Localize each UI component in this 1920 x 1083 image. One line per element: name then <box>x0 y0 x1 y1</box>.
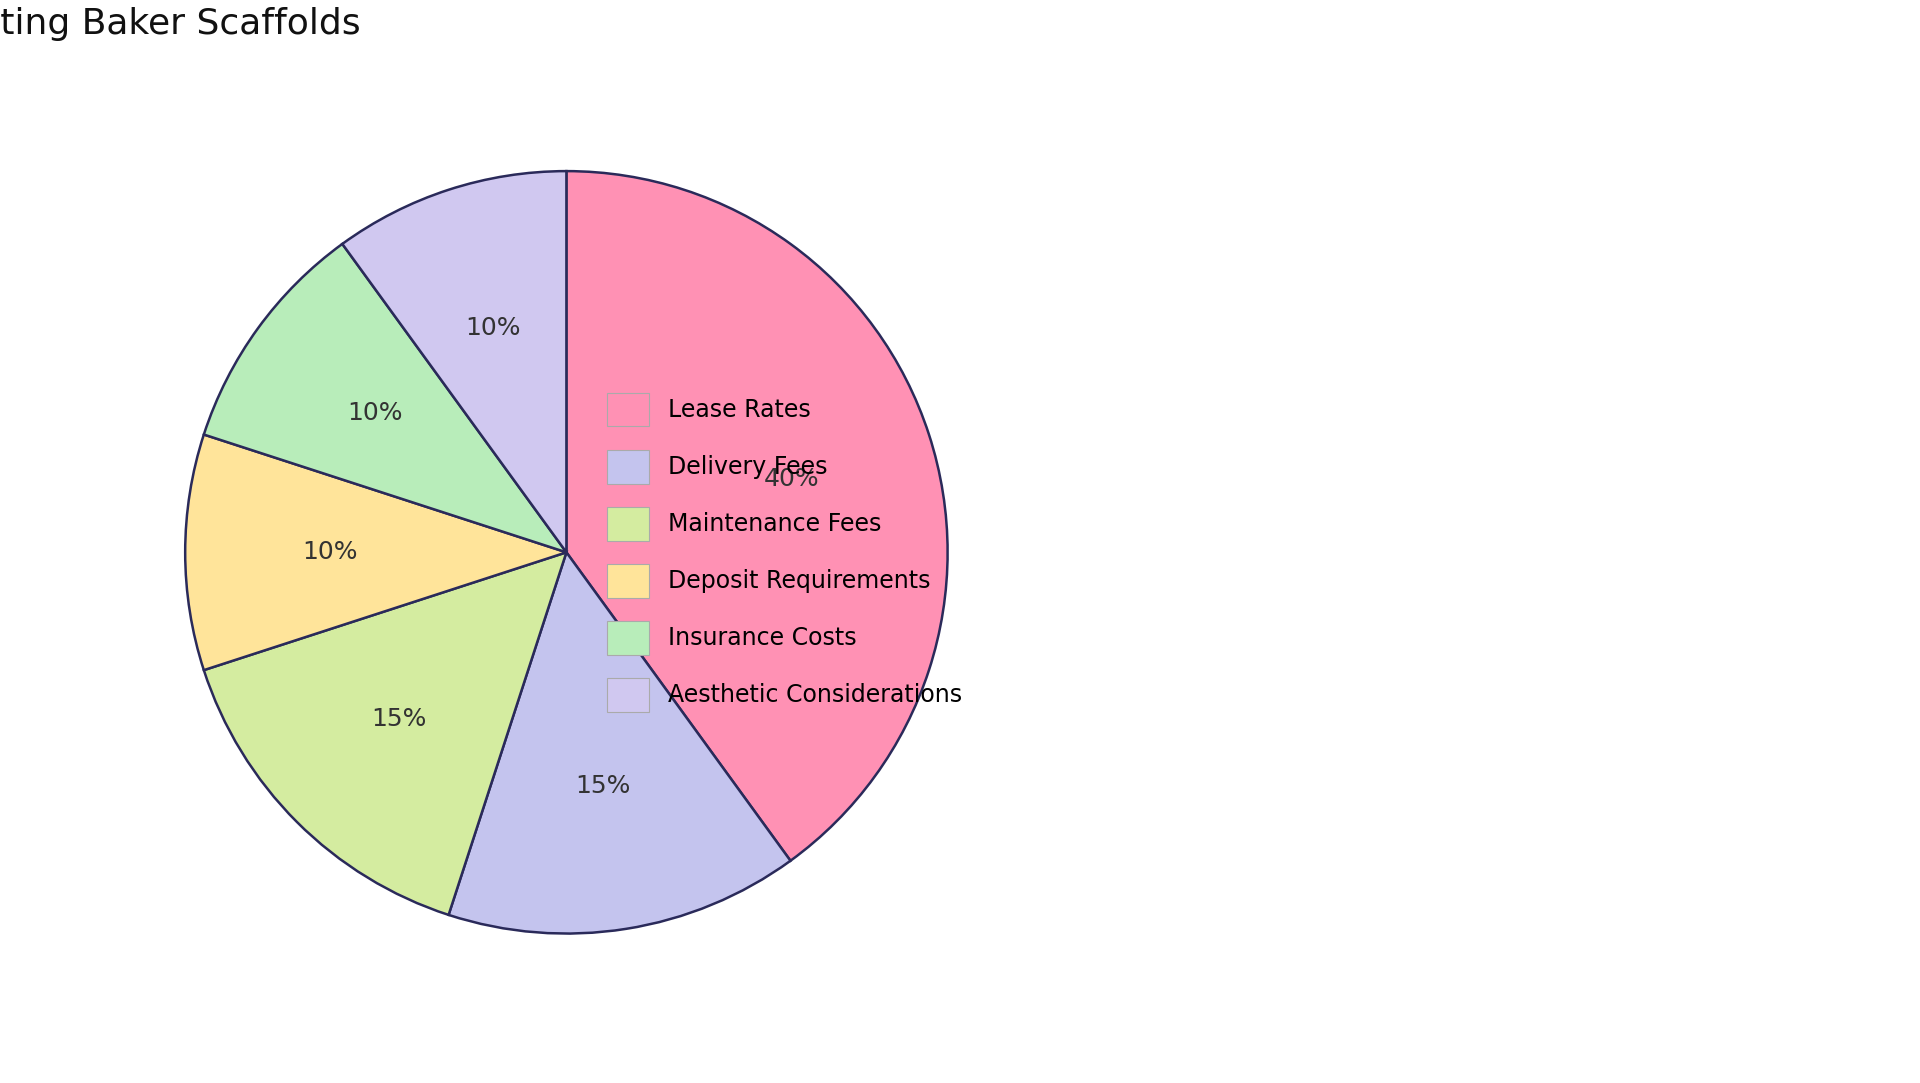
Legend: Lease Rates, Delivery Fees, Maintenance Fees, Deposit Requirements, Insurance Co: Lease Rates, Delivery Fees, Maintenance … <box>597 383 972 721</box>
Wedge shape <box>566 171 948 861</box>
Wedge shape <box>204 244 566 552</box>
Text: Cost Breakdown for Renting Baker Scaffolds: Cost Breakdown for Renting Baker Scaffol… <box>0 8 361 41</box>
Text: 10%: 10% <box>301 540 357 564</box>
Text: 15%: 15% <box>372 707 426 731</box>
Wedge shape <box>184 434 566 670</box>
Text: 10%: 10% <box>348 402 403 426</box>
Wedge shape <box>342 171 566 552</box>
Text: 40%: 40% <box>764 467 820 492</box>
Wedge shape <box>449 552 791 934</box>
Wedge shape <box>204 552 566 915</box>
Text: 15%: 15% <box>576 773 632 798</box>
Text: 10%: 10% <box>467 315 520 340</box>
